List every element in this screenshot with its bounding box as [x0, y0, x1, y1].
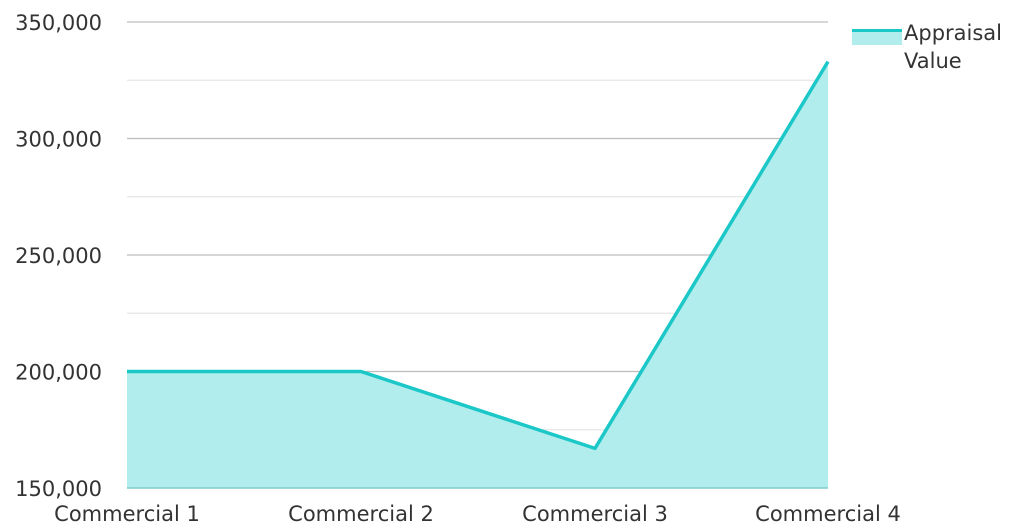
- y-axis-ticks: 150,000 200,000 250,000 300,000 350,000: [15, 11, 102, 501]
- series-area: [127, 61, 828, 489]
- chart-legend: Appraisal Value: [852, 19, 1014, 75]
- legend-label: Appraisal Value: [904, 21, 1003, 73]
- series-line: [126, 60, 830, 451]
- y-tick-label: 150,000: [15, 477, 102, 501]
- y-tick-label: 200,000: [15, 361, 102, 385]
- legend-swatch: [852, 29, 902, 45]
- x-axis-ticks: Commercial 1 Commercial 2 Commercial 3 Comm…: [54, 502, 901, 526]
- series-line-path: [127, 60, 830, 451]
- y-tick-label: 350,000: [15, 11, 102, 35]
- series-area-fill: [127, 61, 828, 489]
- x-tick-label: Commercial 4: [755, 502, 901, 526]
- x-tick-label: Commercial 2: [288, 502, 434, 526]
- y-tick-label: 250,000: [15, 244, 102, 268]
- y-tick-label: 300,000: [15, 128, 102, 152]
- x-tick-label: Commercial 3: [522, 502, 668, 526]
- x-tick-label: Commercial 1: [54, 502, 200, 526]
